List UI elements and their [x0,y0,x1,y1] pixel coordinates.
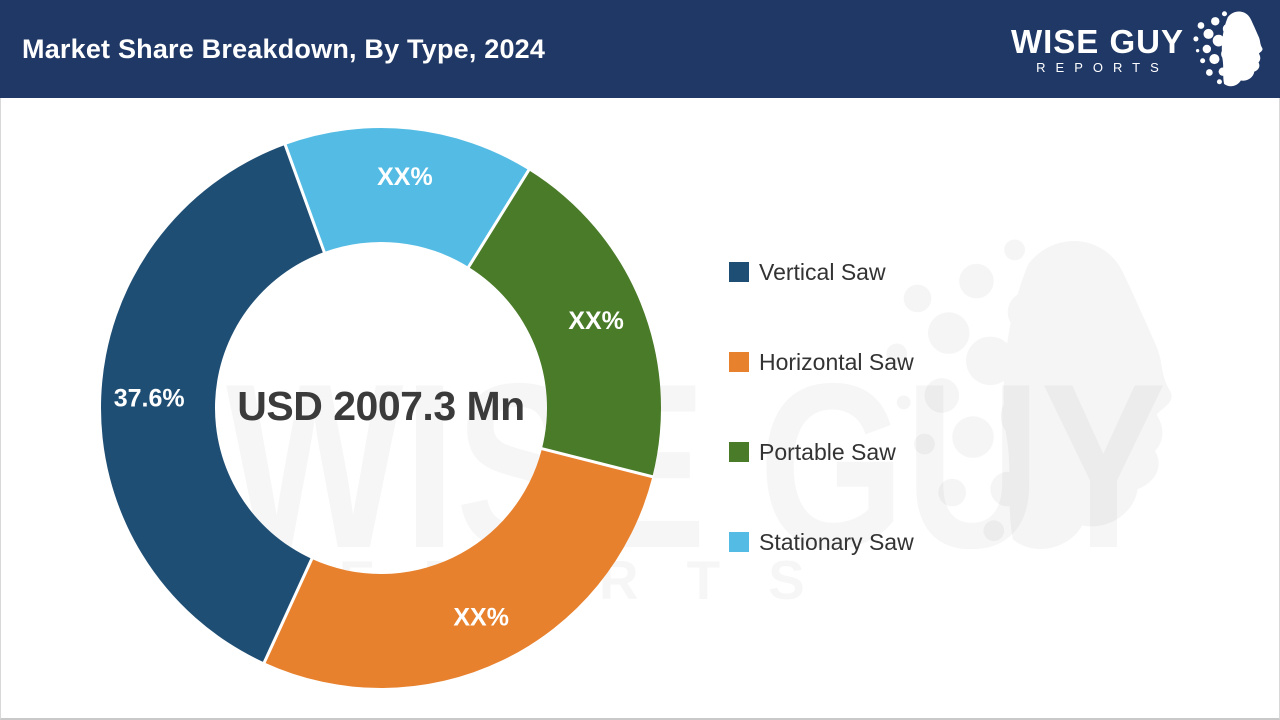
legend-label: Portable Saw [759,438,896,465]
donut-chart: 37.6% XX% XX% XX% [100,128,661,688]
header-bar: Market Share Breakdown, By Type, 2024 WI… [0,0,1280,98]
legend-item-vertical-saw: Vertical Saw [729,258,886,285]
donut-slice-horizontal-saw [264,448,653,688]
donut-slice-portable-saw [468,170,661,477]
slice-separator [283,143,326,254]
logo-wordmark: WISE GUY [1010,22,1184,60]
legend-label: Horizontal Saw [759,348,914,375]
slice-label-horizontal-saw: XX% [453,603,509,631]
slice-label-portable-saw: XX% [568,307,624,335]
legend-item-portable-saw: Portable Saw [729,438,896,465]
chart-center-value: USD 2007.3 Mn [237,383,525,429]
legend-swatch [729,442,749,462]
legend-label: Stationary Saw [759,528,914,555]
slice-label-vertical-saw: 37.6% [114,385,185,413]
legend-swatch [729,262,749,282]
logo-text: WISE GUY REPORTS [1011,25,1184,74]
slice-separator [262,557,314,665]
logo-subtitle: REPORTS [1036,59,1169,75]
legend-label: Vertical Saw [759,258,886,285]
slice-label-stationary-saw: XX% [377,163,433,191]
logo-face-icon [1193,11,1263,87]
page-title: Market Share Breakdown, By Type, 2024 [22,33,546,64]
slice-separator [540,447,654,479]
wise-guy-reports-logo: WISE GUY REPORTS [1011,7,1280,91]
donut-slice-vertical-saw [100,144,325,663]
chart-area: WISE GUY REPORTS 37.6%XX%XX%XX% USD 2007… [0,98,1280,720]
donut-slice-stationary-saw [285,128,529,267]
legend-item-stationary-saw: Stationary Saw [729,528,914,555]
legend-item-horizontal-saw: Horizontal Saw [729,348,914,375]
slice-separator [466,168,531,269]
legend-swatch [729,532,749,552]
legend-swatch [729,352,749,372]
